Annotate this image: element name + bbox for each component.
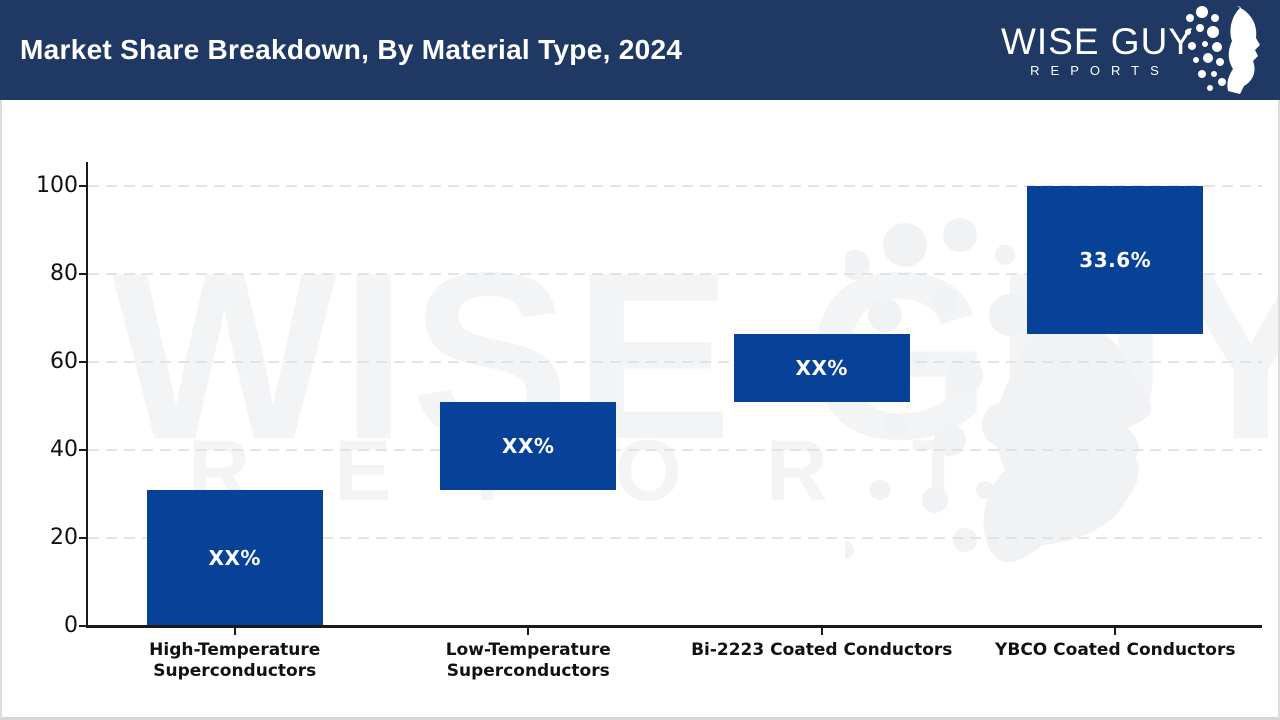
y-gridline (88, 185, 1262, 187)
bar-value-label: XX% (502, 433, 555, 458)
y-tick-label: 0 (64, 613, 78, 638)
bar-value-label: XX% (795, 355, 848, 380)
logo-wordmark-line2: REPORTS (1030, 62, 1170, 78)
chart-bar-low-temperature-superconductors: XX% (440, 401, 617, 490)
watermark-face-dots (845, 218, 1152, 563)
x-category-label: Low-Temperature Superconductors (445, 640, 611, 682)
y-tick-mark (79, 273, 87, 275)
x-tick-mark (820, 628, 823, 635)
y-tick-label: 20 (50, 525, 78, 550)
y-tick-label: 60 (50, 349, 78, 374)
x-category-label: High-Temperature Superconductors (149, 640, 321, 682)
y-tick-mark (79, 361, 87, 363)
chart-bar-bi-2223-coated-conductors: XX% (733, 333, 910, 402)
y-tick-label: 40 (50, 437, 78, 462)
bar-value-label: 33.6% (1079, 247, 1152, 272)
y-tick-mark (79, 185, 87, 187)
page-title: Market Share Breakdown, By Material Type… (20, 34, 683, 65)
y-gridline (88, 361, 1262, 363)
y-tick-label: 100 (36, 173, 78, 198)
x-axis-line (86, 625, 1262, 628)
logo-face-icon (1185, 6, 1260, 94)
y-gridline (88, 273, 1262, 275)
x-category-label: YBCO Coated Conductors (995, 640, 1236, 660)
y-tick-mark (79, 449, 87, 451)
y-tick-label: 80 (50, 261, 78, 286)
y-tick-mark (79, 537, 87, 539)
logo-wordmark: WISE GUY REPORTS (1001, 23, 1194, 78)
x-category-label: Bi-2223 Coated Conductors (691, 640, 953, 660)
y-axis-line (86, 162, 88, 627)
y-gridline (88, 537, 1262, 539)
logo-wordmark-line1: WISE GUY (1000, 20, 1194, 62)
y-tick-mark (79, 625, 87, 627)
wise-guy-logo: WISE GUY REPORTS (1001, 4, 1266, 96)
bar-value-label: XX% (208, 545, 261, 570)
chart-bar-ybco-coated-conductors: 33.6% (1027, 186, 1204, 334)
x-tick-mark (233, 628, 236, 635)
x-tick-mark (1114, 628, 1117, 635)
y-gridline (88, 449, 1262, 451)
chart-bar-high-temperature-superconductors: XX% (146, 489, 323, 626)
x-tick-mark (527, 628, 530, 635)
header: Market Share Breakdown, By Material Type… (0, 0, 1280, 100)
